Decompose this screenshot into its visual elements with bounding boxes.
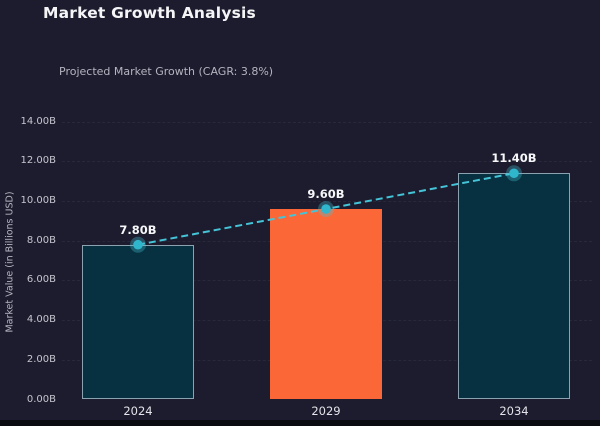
y-tick-label: 4.00B	[26, 314, 56, 326]
y-tick-label: 10.00B	[20, 195, 57, 207]
gridline	[62, 161, 592, 163]
bottom-edge-strip	[0, 420, 600, 426]
y-tick-label: 2.00B	[26, 353, 56, 365]
y-tick-label: 12.00B	[20, 155, 57, 167]
y-tick-label: 14.00B	[20, 115, 57, 127]
data-value-label: 7.80B	[119, 222, 157, 237]
bar-2034	[458, 173, 570, 400]
bar-2029	[270, 209, 382, 400]
y-axis-title: Market Value (in Billions USD)	[4, 191, 16, 333]
x-tick-label: 2029	[311, 403, 341, 418]
y-tick-label: 0.00B	[26, 393, 56, 405]
data-value-label: 11.40B	[491, 151, 537, 166]
chart-title: Market Growth Analysis	[43, 4, 256, 22]
y-tick-label: 8.00B	[26, 234, 56, 246]
gridline	[62, 121, 592, 123]
x-tick-label: 2034	[499, 403, 529, 418]
data-value-label: 9.60B	[307, 187, 345, 201]
y-tick-label: 6.00B	[26, 274, 56, 286]
bar-2024	[82, 244, 194, 400]
chart-subtitle: Projected Market Growth (CAGR: 3.8%)	[59, 65, 274, 78]
x-tick-label: 2024	[123, 403, 153, 418]
